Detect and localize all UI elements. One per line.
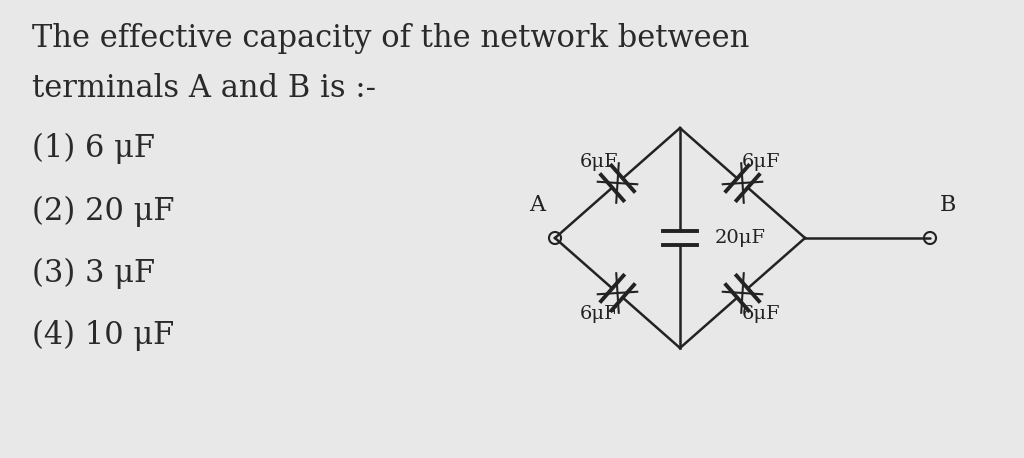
Text: (3) 3 μF: (3) 3 μF: [32, 258, 155, 289]
Text: B: B: [940, 194, 956, 216]
Text: (4) 10 μF: (4) 10 μF: [32, 320, 174, 351]
Text: 6μF: 6μF: [741, 305, 780, 323]
Text: 6μF: 6μF: [741, 153, 780, 171]
Text: 6μF: 6μF: [580, 153, 618, 171]
Text: terminals A and B is :-: terminals A and B is :-: [32, 73, 376, 104]
Text: A: A: [529, 194, 545, 216]
Text: 6μF: 6μF: [580, 305, 618, 323]
Text: The effective capacity of the network between: The effective capacity of the network be…: [32, 23, 750, 54]
Text: (1) 6 μF: (1) 6 μF: [32, 133, 155, 164]
Text: (2) 20 μF: (2) 20 μF: [32, 196, 174, 227]
Text: 20μF: 20μF: [715, 229, 766, 247]
